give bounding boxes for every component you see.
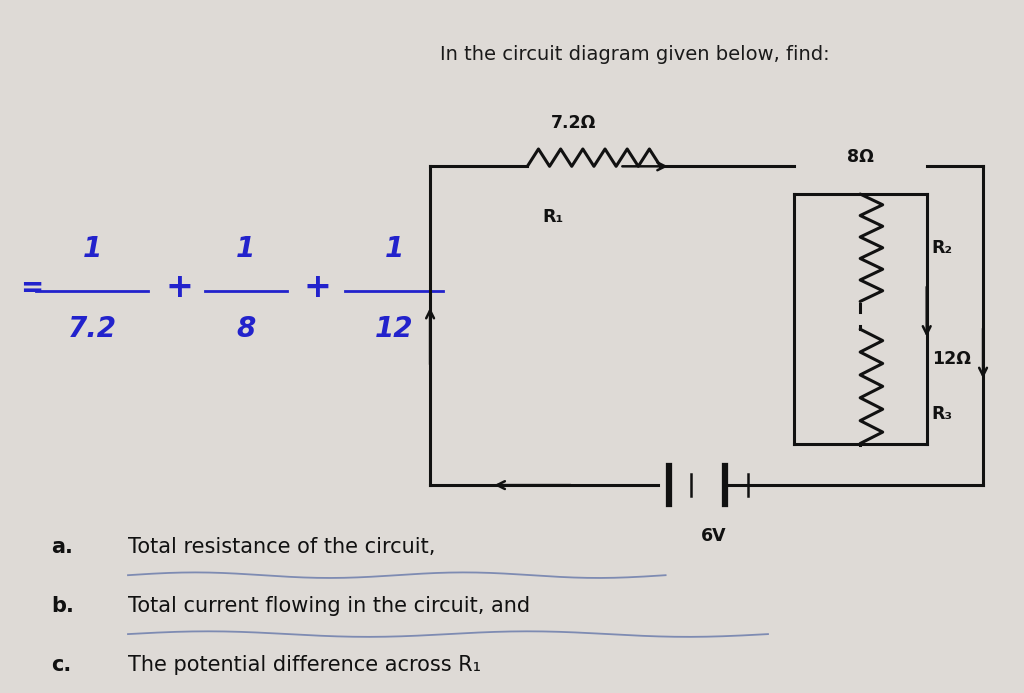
Text: 6V: 6V <box>700 527 727 545</box>
Text: 7.2Ω: 7.2Ω <box>551 114 596 132</box>
Text: R₂: R₂ <box>932 239 953 256</box>
Text: +: + <box>165 271 194 304</box>
Text: 7.2: 7.2 <box>68 315 117 343</box>
Text: 12Ω: 12Ω <box>932 350 971 367</box>
Text: R₃: R₃ <box>932 405 953 423</box>
Text: Total current flowing in the circuit, and: Total current flowing in the circuit, an… <box>128 596 530 616</box>
Text: 8: 8 <box>237 315 255 343</box>
Text: R₁: R₁ <box>543 208 563 226</box>
Text: 8Ω: 8Ω <box>847 148 873 166</box>
Text: 1: 1 <box>83 236 101 263</box>
Text: +: + <box>303 271 332 304</box>
Text: =: = <box>20 274 44 301</box>
Text: a.: a. <box>51 537 73 557</box>
Text: In the circuit diagram given below, find:: In the circuit diagram given below, find… <box>440 45 829 64</box>
Text: 12: 12 <box>375 315 414 343</box>
Text: 1: 1 <box>385 236 403 263</box>
Text: b.: b. <box>51 596 74 616</box>
Text: 1: 1 <box>237 236 255 263</box>
Text: c.: c. <box>51 655 72 675</box>
Text: The potential difference across R₁: The potential difference across R₁ <box>128 655 481 675</box>
Text: Total resistance of the circuit,: Total resistance of the circuit, <box>128 537 435 557</box>
